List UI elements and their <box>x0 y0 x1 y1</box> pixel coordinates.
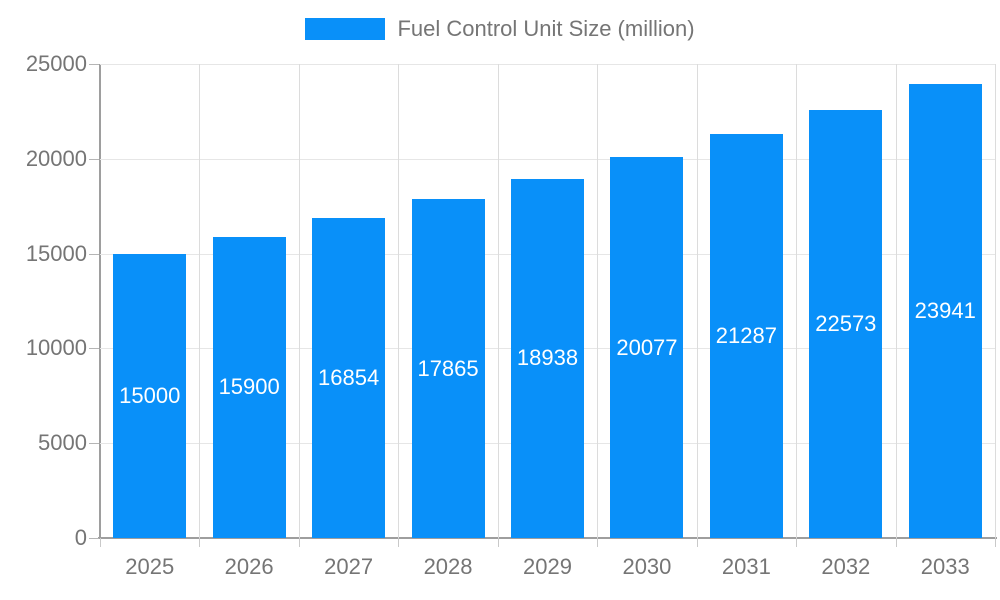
x-tick-4 <box>497 538 499 547</box>
bar-value-label-2033: 23941 <box>914 298 976 324</box>
y-axis-label-15000: 15000 <box>25 240 87 266</box>
legend-swatch <box>305 18 386 40</box>
bar-2029: 18938 <box>511 178 584 538</box>
x-axis-line <box>98 537 997 539</box>
y-tick-5000 <box>89 443 99 445</box>
gridline-x-9 <box>995 64 996 538</box>
bar-value-label-2027: 16854 <box>318 365 380 391</box>
x-tick-8 <box>895 538 897 547</box>
bar-2032: 22573 <box>809 110 883 538</box>
gridline-y-25000 <box>100 64 995 65</box>
y-axis-label-10000: 10000 <box>25 335 87 361</box>
x-axis-label-2029: 2029 <box>523 554 572 579</box>
x-axis-label-2030: 2030 <box>622 554 672 579</box>
y-tick-25000 <box>89 64 99 65</box>
y-axis-line <box>99 64 101 538</box>
bar-2031: 21287 <box>709 134 783 538</box>
y-axis-label-25000: 25000 <box>25 51 87 76</box>
x-axis-label-2027: 2027 <box>324 554 374 579</box>
x-tick-5 <box>597 538 599 547</box>
x-axis-label-2028: 2028 <box>423 554 473 579</box>
legend-item-fuel-control-unit-size[interactable]: Fuel Control Unit Size (million) <box>305 16 695 42</box>
gridline-x-8 <box>895 64 897 538</box>
gridline-x-3 <box>398 64 400 538</box>
x-axis-label-2025: 2025 <box>125 554 175 579</box>
x-tick-2 <box>298 538 300 547</box>
bar-value-label-2030: 20077 <box>616 334 678 360</box>
x-tick-3 <box>398 538 400 547</box>
x-tick-0 <box>100 538 101 547</box>
bar-value-label-2031: 21287 <box>715 323 777 349</box>
y-axis-label-5000: 5000 <box>38 430 87 456</box>
bar-value-label-2026: 15900 <box>218 374 280 400</box>
x-axis-label-2026: 2026 <box>224 554 274 579</box>
bar-value-label-2029: 18938 <box>516 345 579 371</box>
y-tick-10000 <box>89 348 99 350</box>
y-axis-label-20000: 20000 <box>25 145 87 171</box>
y-tick-20000 <box>89 158 99 160</box>
bar-2028: 17865 <box>411 199 485 538</box>
bar-2033: 23941 <box>908 84 982 538</box>
gridline-x-7 <box>796 64 798 538</box>
bar-value-label-2025: 15000 <box>119 382 181 408</box>
bar-value-label-2028: 17865 <box>417 355 479 381</box>
gridline-x-5 <box>597 64 599 538</box>
y-tick-0 <box>89 538 99 539</box>
x-tick-7 <box>796 538 798 547</box>
gridline-x-1 <box>199 64 201 538</box>
bar-2030: 20077 <box>610 157 684 538</box>
x-axis-label-2032: 2032 <box>821 554 871 579</box>
y-axis-label-0: 0 <box>74 525 87 550</box>
x-axis-label-2031: 2031 <box>721 554 771 579</box>
legend-label: Fuel Control Unit Size (million) <box>397 16 695 41</box>
gridline-x-6 <box>696 64 698 538</box>
bar-value-label-2032: 22573 <box>815 311 877 337</box>
bar-2027: 16854 <box>312 218 386 538</box>
x-axis-label-2033: 2033 <box>920 554 970 579</box>
bar-2025: 15000 <box>113 253 187 538</box>
x-tick-1 <box>199 538 201 547</box>
x-tick-9 <box>995 538 996 547</box>
x-tick-6 <box>696 538 698 547</box>
gridline-x-4 <box>497 64 499 538</box>
y-tick-15000 <box>89 253 99 255</box>
gridline-y-20000 <box>100 158 995 160</box>
bar-2026: 15900 <box>212 236 286 538</box>
legend: Fuel Control Unit Size (million) <box>0 16 1000 42</box>
gridline-x-2 <box>298 64 300 538</box>
plot-area: 0 5000 10000 15000 20000 25000 15000 2025 15900 2… <box>26 51 997 579</box>
